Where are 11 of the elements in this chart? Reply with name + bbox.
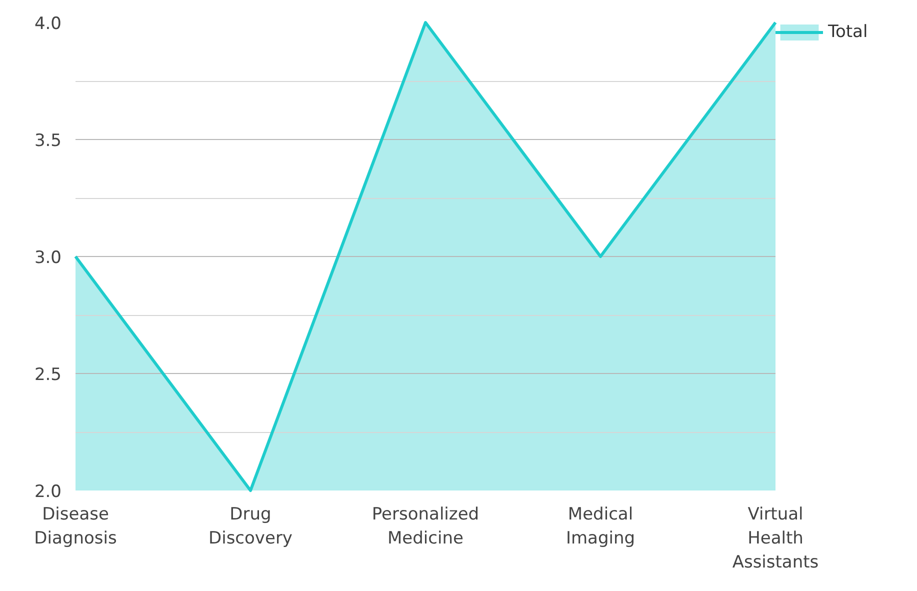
x-tick-label: Medical Imaging xyxy=(566,504,636,548)
y-tick-label: 3.0 xyxy=(34,248,62,268)
y-tick-label: 2.5 xyxy=(34,365,62,385)
x-tick-label: Disease Diagnosis xyxy=(34,504,117,548)
y-tick-label: 2.0 xyxy=(34,482,62,502)
y-tick-label: 3.5 xyxy=(34,131,62,151)
x-tick-label: Drug Discovery xyxy=(208,504,293,548)
legend-label: Total xyxy=(828,22,868,42)
y-tick-label: 4.0 xyxy=(34,14,62,34)
x-tick-label: Virtual Health Assistants xyxy=(732,504,819,572)
x-tick-label: Personalized Medicine xyxy=(372,504,480,548)
